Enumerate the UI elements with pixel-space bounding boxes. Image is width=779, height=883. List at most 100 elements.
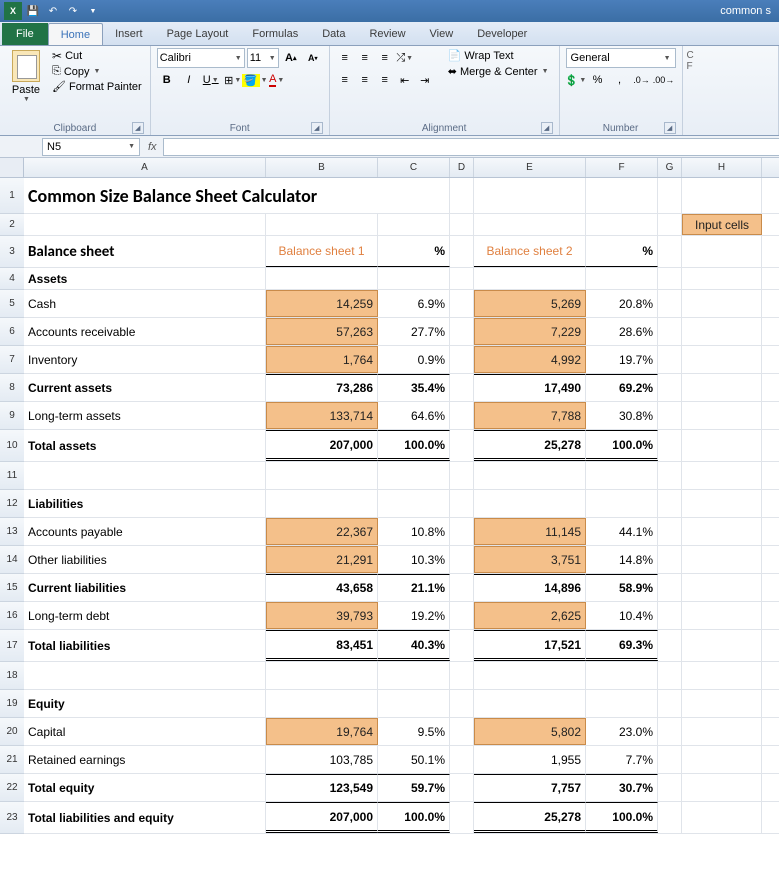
cell-col-hdr[interactable]: % — [378, 236, 450, 267]
cell-col-hdr[interactable]: Balance sheet 1 — [266, 236, 378, 267]
row-header[interactable]: 20 — [0, 718, 24, 746]
number-launcher-icon[interactable]: ◢ — [664, 122, 676, 134]
cell-label[interactable]: Current assets — [24, 374, 266, 401]
cell[interactable] — [24, 662, 266, 689]
cell-value[interactable]: 64.6% — [378, 402, 450, 429]
tab-data[interactable]: Data — [310, 23, 357, 45]
cell-label[interactable]: Total liabilities — [24, 630, 266, 661]
cell[interactable] — [682, 402, 762, 429]
row-header[interactable]: 22 — [0, 774, 24, 802]
underline-button[interactable]: U▼ — [201, 70, 221, 90]
cell-section-hdr[interactable]: Balance sheet — [24, 236, 266, 267]
save-icon[interactable]: 💾 — [24, 2, 42, 20]
cell[interactable] — [658, 546, 682, 573]
cell[interactable] — [450, 318, 474, 345]
cell-input[interactable]: 57,263 — [266, 318, 378, 345]
cell[interactable] — [682, 318, 762, 345]
cell-value[interactable]: 10.3% — [378, 546, 450, 573]
decrease-decimal-button[interactable]: .00→ — [654, 70, 674, 90]
tab-review[interactable]: Review — [357, 23, 417, 45]
cell[interactable] — [658, 802, 682, 833]
cell[interactable] — [450, 268, 474, 289]
row-header[interactable]: 1 — [0, 178, 24, 214]
cell-input[interactable]: 4,992 — [474, 346, 586, 373]
row-header[interactable]: 17 — [0, 630, 24, 662]
align-center-button[interactable]: ≡ — [356, 71, 374, 89]
cell[interactable] — [450, 490, 474, 517]
cell[interactable] — [658, 346, 682, 373]
cell[interactable] — [658, 630, 682, 661]
cell-input[interactable]: 21,291 — [266, 546, 378, 573]
cell[interactable] — [682, 462, 762, 489]
comma-button[interactable]: , — [610, 70, 630, 90]
cell-input[interactable]: 39,793 — [266, 602, 378, 629]
redo-icon[interactable]: ↷ — [64, 2, 82, 20]
row-header[interactable]: 3 — [0, 236, 24, 268]
cell[interactable] — [586, 268, 658, 289]
cell-value[interactable]: 20.8% — [586, 290, 658, 317]
cell-input-cells-label[interactable]: Input cells — [682, 214, 762, 235]
bold-button[interactable]: B — [157, 70, 177, 90]
cell[interactable] — [450, 214, 474, 235]
cell-input[interactable]: 7,229 — [474, 318, 586, 345]
cell-input[interactable]: 11,145 — [474, 518, 586, 545]
cell[interactable] — [658, 268, 682, 289]
row-header[interactable]: 2 — [0, 214, 24, 236]
cell[interactable] — [586, 662, 658, 689]
cell-value[interactable]: 25,278 — [474, 802, 586, 833]
row-header[interactable]: 14 — [0, 546, 24, 574]
cell[interactable] — [266, 214, 378, 235]
cell-value[interactable]: 123,549 — [266, 774, 378, 801]
cell[interactable] — [658, 602, 682, 629]
cell[interactable] — [682, 268, 762, 289]
merge-center-button[interactable]: ⬌Merge & Center▼ — [444, 64, 553, 79]
cell[interactable] — [378, 662, 450, 689]
cell[interactable] — [586, 214, 658, 235]
cell[interactable] — [450, 346, 474, 373]
cell-label[interactable]: Total liabilities and equity — [24, 802, 266, 833]
cell-value[interactable]: 100.0% — [378, 430, 450, 461]
cell[interactable] — [378, 690, 450, 717]
cell[interactable] — [658, 746, 682, 773]
cell-assets-hdr[interactable]: Assets — [24, 268, 266, 289]
cell-value[interactable]: 207,000 — [266, 430, 378, 461]
cell[interactable] — [474, 268, 586, 289]
row-header[interactable]: 8 — [0, 374, 24, 402]
cell-value[interactable]: 6.9% — [378, 290, 450, 317]
col-header[interactable]: D — [450, 158, 474, 177]
cell-input[interactable]: 19,764 — [266, 718, 378, 745]
cell[interactable] — [682, 802, 762, 833]
cell-input[interactable]: 5,802 — [474, 718, 586, 745]
cell[interactable] — [658, 318, 682, 345]
cell[interactable] — [682, 690, 762, 717]
cell[interactable] — [658, 374, 682, 401]
row-header[interactable]: 5 — [0, 290, 24, 318]
cell-value[interactable]: 69.2% — [586, 374, 658, 401]
cell[interactable] — [682, 630, 762, 661]
borders-button[interactable]: ⊞▼ — [223, 70, 243, 90]
paste-dropdown-icon[interactable]: ▼ — [23, 96, 30, 103]
fx-icon[interactable]: fx — [148, 141, 157, 153]
row-header[interactable]: 16 — [0, 602, 24, 630]
cell-value[interactable]: 19.7% — [586, 346, 658, 373]
cell[interactable] — [658, 574, 682, 601]
name-box[interactable]: N5▼ — [42, 138, 140, 156]
cell-value[interactable]: 73,286 — [266, 374, 378, 401]
cell-value[interactable]: 7,757 — [474, 774, 586, 801]
row-header[interactable]: 19 — [0, 690, 24, 718]
cell[interactable] — [586, 178, 658, 213]
cell-value[interactable]: 207,000 — [266, 802, 378, 833]
format-painter-button[interactable]: 🖌Format Painter — [50, 79, 144, 94]
cell-value[interactable]: 40.3% — [378, 630, 450, 661]
cell[interactable] — [450, 690, 474, 717]
col-header[interactable]: H — [682, 158, 762, 177]
cell-label[interactable]: Cash — [24, 290, 266, 317]
cell-input[interactable]: 7,788 — [474, 402, 586, 429]
cell-label[interactable]: Current liabilities — [24, 574, 266, 601]
paste-button[interactable]: Paste ▼ — [6, 48, 46, 121]
cell[interactable] — [658, 462, 682, 489]
wrap-text-button[interactable]: 📄Wrap Text — [444, 48, 553, 63]
align-middle-button[interactable]: ≡ — [356, 49, 374, 67]
row-header[interactable]: 21 — [0, 746, 24, 774]
cell[interactable] — [450, 430, 474, 461]
